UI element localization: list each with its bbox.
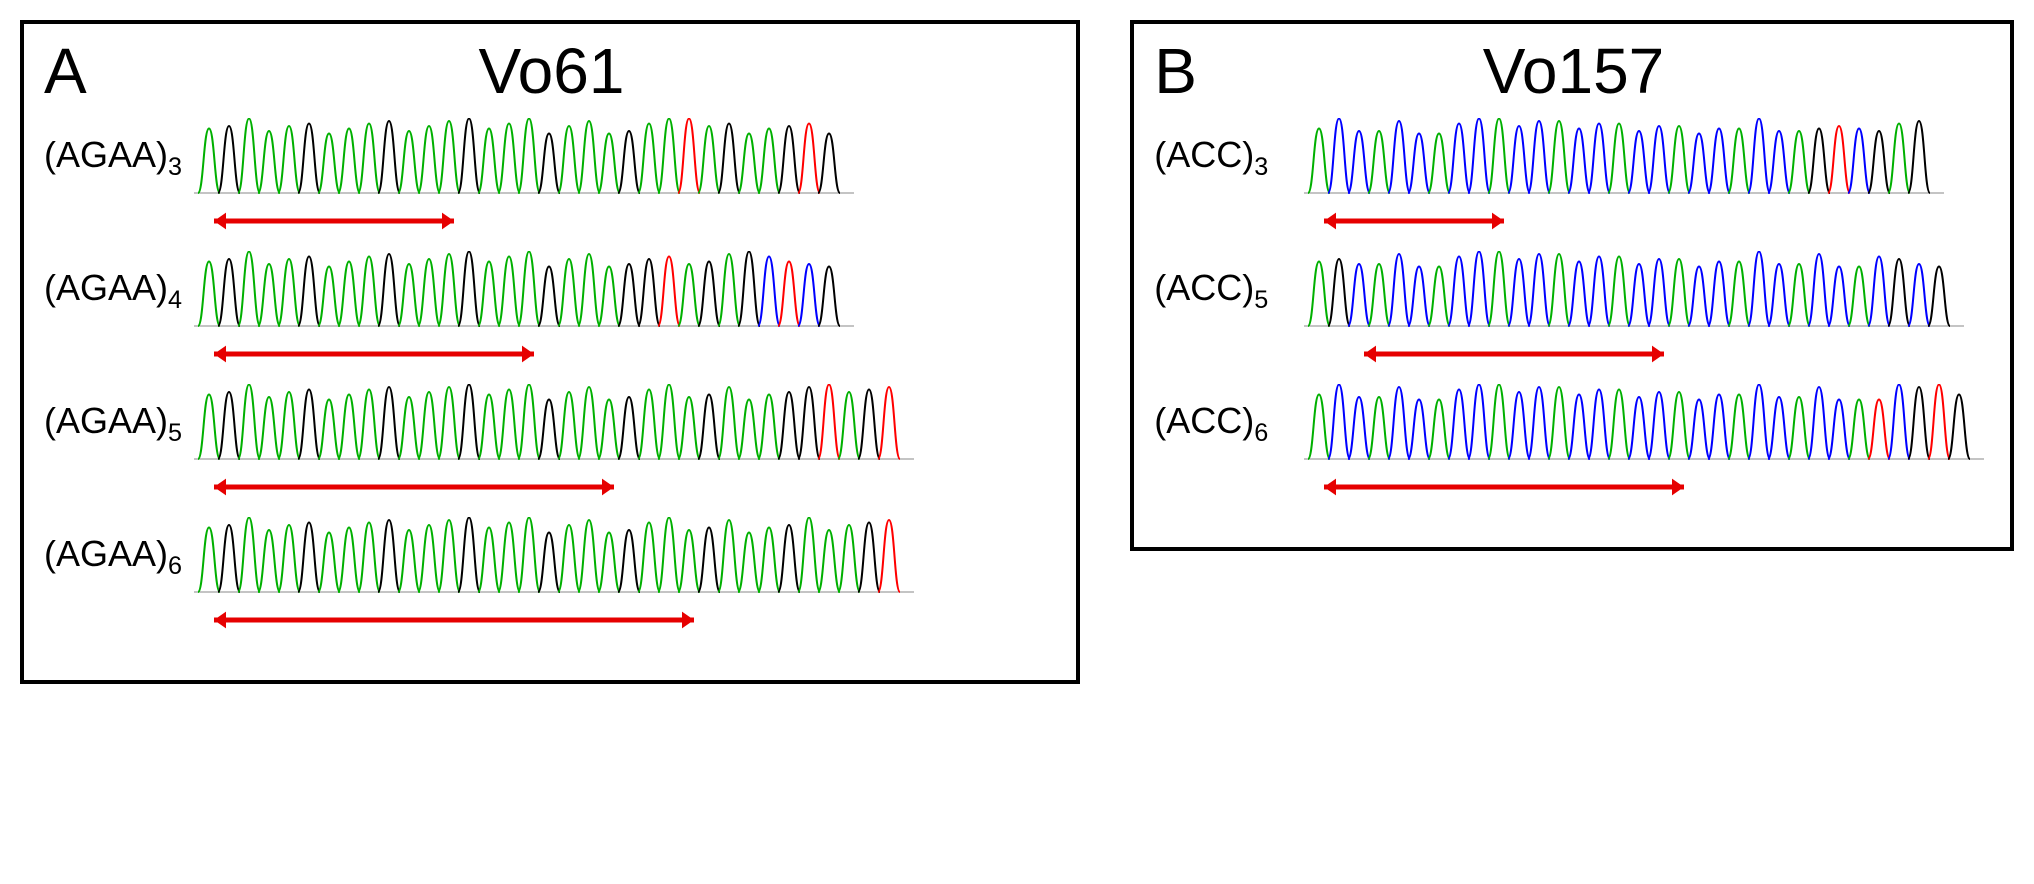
label-subscript: 5 [168, 419, 182, 447]
panel-title: Vo61 [127, 34, 977, 108]
panel-header: B Vo157 [1154, 34, 1990, 108]
chromatogram-container [194, 118, 854, 198]
repeat-arrow [194, 605, 1056, 635]
panel-A: A Vo61 (AGAA)3 (AGAA)4 [20, 20, 1080, 684]
label-subscript: 4 [168, 286, 182, 314]
chromatogram-container [1304, 251, 1964, 331]
repeat-arrow [1304, 206, 1990, 236]
trace-label: (AGAA)4 [44, 267, 194, 315]
panel-title: Vo157 [1237, 34, 1910, 108]
panel-letter: B [1154, 34, 1197, 108]
chromatogram-container [194, 384, 914, 464]
trace-row: (AGAA)6 [44, 517, 1056, 597]
trace-row: (ACC)3 [1154, 118, 1990, 198]
label-base: (AGAA) [44, 267, 168, 308]
panel-header: A Vo61 [44, 34, 1056, 108]
label-base: (AGAA) [44, 533, 168, 574]
trace-row: (ACC)6 [1154, 384, 1990, 464]
label-base: (AGAA) [44, 134, 168, 175]
label-subscript: 3 [1254, 153, 1268, 181]
trace-label: (AGAA)6 [44, 533, 194, 581]
label-base: (ACC) [1154, 134, 1254, 175]
trace-label: (ACC)3 [1154, 134, 1304, 182]
trace-row: (AGAA)5 [44, 384, 1056, 464]
trace-label: (AGAA)5 [44, 400, 194, 448]
chromatogram-container [194, 517, 914, 597]
trace-label: (ACC)6 [1154, 400, 1304, 448]
repeat-arrow [1304, 339, 1990, 369]
chromatogram-container [1304, 118, 1944, 198]
label-subscript: 6 [168, 552, 182, 580]
panel-letter: A [44, 34, 87, 108]
chromatogram-container [1304, 384, 1984, 464]
trace-row: (ACC)5 [1154, 251, 1990, 331]
label-base: (AGAA) [44, 400, 168, 441]
trace-label: (ACC)5 [1154, 267, 1304, 315]
trace-row: (AGAA)3 [44, 118, 1056, 198]
label-subscript: 3 [168, 153, 182, 181]
repeat-arrow [194, 206, 1056, 236]
repeat-arrow [1304, 472, 1990, 502]
repeat-arrow [194, 472, 1056, 502]
chromatogram-container [194, 251, 854, 331]
label-subscript: 6 [1254, 419, 1268, 447]
label-subscript: 5 [1254, 286, 1268, 314]
panel-B: B Vo157 (ACC)3 (ACC)5 [1130, 20, 2014, 551]
label-base: (ACC) [1154, 400, 1254, 441]
repeat-arrow [194, 339, 1056, 369]
trace-label: (AGAA)3 [44, 134, 194, 182]
label-base: (ACC) [1154, 267, 1254, 308]
trace-row: (AGAA)4 [44, 251, 1056, 331]
